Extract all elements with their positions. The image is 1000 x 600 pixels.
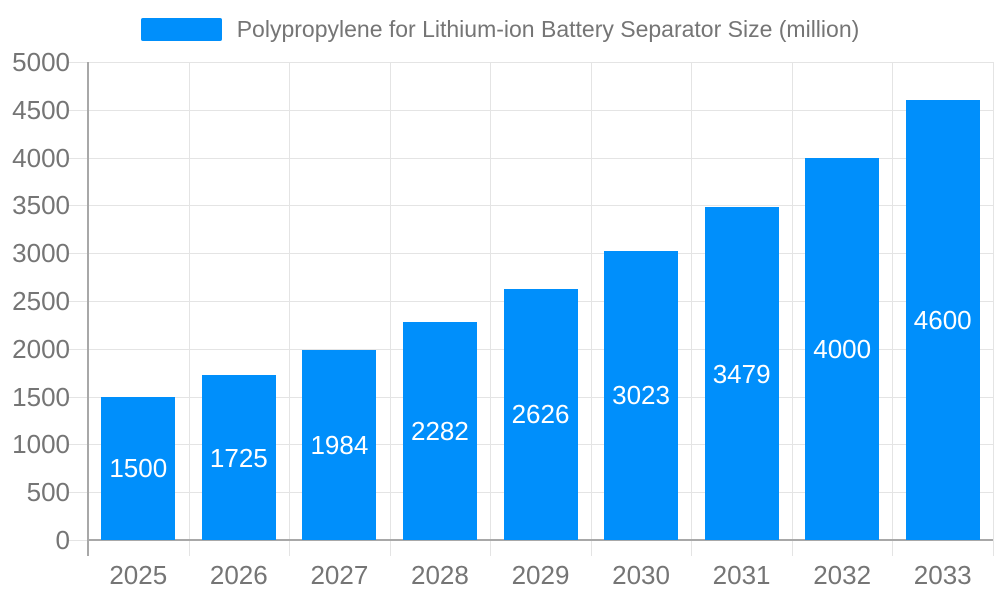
bar[interactable]: 3479 bbox=[704, 207, 779, 540]
y-axis-line bbox=[87, 62, 89, 556]
legend-item[interactable]: Polypropylene for Lithium-ion Battery Se… bbox=[0, 16, 1000, 43]
y-gridline bbox=[68, 109, 993, 111]
y-gridline bbox=[68, 157, 993, 159]
bar-value-label: 1984 bbox=[310, 430, 369, 461]
bar-value-label: 1500 bbox=[109, 453, 168, 484]
x-tick-label: 2028 bbox=[411, 560, 469, 590]
x-tick-label: 2032 bbox=[813, 560, 872, 590]
x-gridline bbox=[490, 62, 492, 556]
y-tick-label: 1000 bbox=[12, 429, 70, 460]
y-tick-label: 3000 bbox=[12, 238, 70, 269]
bar-value-label: 3479 bbox=[712, 358, 771, 389]
bar-value-label: 3023 bbox=[612, 380, 670, 411]
bar[interactable]: 1984 bbox=[302, 350, 377, 540]
y-tick-label: 1500 bbox=[12, 381, 70, 412]
y-tick-label: 0 bbox=[55, 525, 70, 555]
bar[interactable]: 3023 bbox=[604, 251, 679, 540]
x-tick-label: 2025 bbox=[109, 560, 168, 590]
y-tick-label: 3500 bbox=[12, 190, 70, 221]
bar[interactable]: 1725 bbox=[201, 375, 276, 540]
x-gridline bbox=[993, 62, 994, 556]
bar-value-label: 2282 bbox=[411, 415, 469, 446]
y-tick-label: 2500 bbox=[12, 286, 70, 316]
x-gridline bbox=[389, 62, 391, 556]
y-tick-label: 4000 bbox=[12, 142, 70, 173]
legend-label: Polypropylene for Lithium-ion Battery Se… bbox=[236, 16, 860, 42]
y-gridline bbox=[68, 205, 993, 207]
bar[interactable]: 1500 bbox=[101, 396, 176, 540]
x-tick-label: 2027 bbox=[310, 560, 369, 590]
bar[interactable]: 2282 bbox=[402, 321, 477, 540]
bar-value-label: 4600 bbox=[913, 305, 972, 336]
legend-swatch bbox=[140, 18, 222, 41]
bar-value-label: 1725 bbox=[209, 442, 268, 473]
x-gridline bbox=[590, 62, 592, 556]
x-tick-label: 2031 bbox=[712, 560, 771, 590]
bar[interactable]: 2626 bbox=[503, 288, 578, 540]
y-tick-label: 4500 bbox=[12, 94, 70, 125]
x-tick-label: 2030 bbox=[612, 560, 670, 590]
bar-value-label: 4000 bbox=[813, 333, 872, 364]
y-gridline bbox=[68, 253, 993, 255]
x-gridline bbox=[791, 62, 793, 556]
x-gridline bbox=[691, 62, 693, 556]
x-gridline bbox=[289, 62, 291, 556]
y-gridline bbox=[68, 62, 993, 63]
bar[interactable]: 4600 bbox=[905, 100, 980, 540]
bar[interactable]: 4000 bbox=[805, 157, 880, 540]
x-tick-label: 2029 bbox=[511, 560, 570, 590]
y-tick-label: 2000 bbox=[12, 333, 70, 364]
y-tick-label: 5000 bbox=[12, 47, 70, 77]
x-gridline bbox=[188, 62, 190, 556]
x-axis-line bbox=[88, 539, 993, 541]
bar-value-label: 2626 bbox=[511, 399, 570, 430]
y-tick-label: 500 bbox=[26, 477, 70, 508]
x-gridline bbox=[892, 62, 894, 556]
y-gridline bbox=[68, 540, 88, 541]
x-tick-label: 2033 bbox=[913, 560, 972, 590]
x-tick-label: 2026 bbox=[209, 560, 268, 590]
